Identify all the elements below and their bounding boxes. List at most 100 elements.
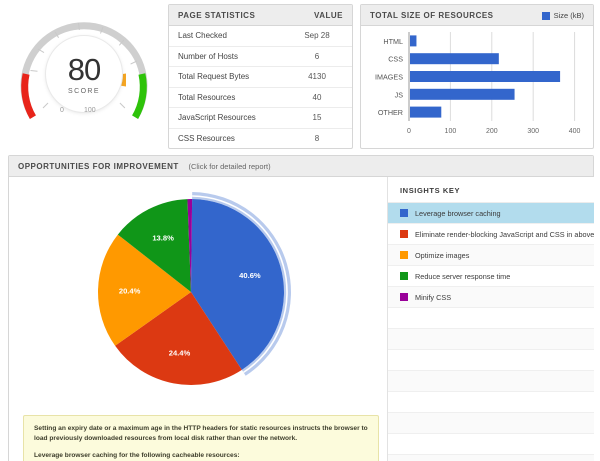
bar-images[interactable] [410,71,561,82]
insights-key-title: INSIGHTS KEY [388,177,594,203]
bar-chart-svg: HTML CSS IMAGES JS OTHER 0 100 200 300 400 [375,32,581,135]
insights-item-reduce-server-response-time[interactable]: Reduce server response time [388,266,594,287]
insights-empty-row [388,434,594,455]
legend-label: Size (kB) [553,11,584,20]
pie-slice-label: 20.4% [119,286,141,295]
legend-swatch-icon [400,230,408,238]
stat-name: JavaScript Resources [178,113,256,123]
bar-category-label: IMAGES [375,73,403,82]
x-axis-tick-label: 300 [527,128,539,135]
bar-category-label: JS [395,90,404,99]
gauge-score-value: 80 [67,51,101,87]
pie-slice-3[interactable] [98,234,191,346]
insights-item-label: Reduce server response time [415,271,511,281]
bar-other[interactable] [410,106,442,118]
table-row: CSS Resources 8 [169,129,352,150]
insights-item-eliminate-render-blocking[interactable]: Eliminate render-blocking JavaScript and… [388,224,594,245]
detail-note-box: Setting an expiry date or a maximum age … [23,415,379,461]
stat-name: Last Checked [178,31,227,41]
insights-item-label: Leverage browser caching [415,208,501,218]
opportunities-title: OPPORTUNITIES FOR IMPROVEMENT [18,162,179,171]
page-statistics-header: PAGE STATISTICS VALUE [169,5,352,26]
bar-html[interactable] [410,35,417,47]
bar-chart-legend: Size (kB) [541,11,584,20]
page-statistics-panel: PAGE STATISTICS VALUE Last Checked Sep 2… [168,4,353,149]
bar-css[interactable] [410,53,499,65]
stat-value: 6 [314,51,320,61]
table-row: Total Request Bytes 4130 [169,67,352,88]
x-axis-tick-label: 100 [445,128,457,135]
pie-slice-1[interactable] [191,199,284,370]
insights-empty-row [388,392,594,413]
stat-value: 40 [312,92,322,102]
insights-item-minify-css[interactable]: Minify CSS [388,287,594,308]
pie-slice-label: 40.6% [239,271,261,280]
stat-name: Total Resources [178,92,236,102]
bar-category-label: OTHER [378,108,403,117]
bar-category-label: HTML [383,37,403,46]
legend-swatch-icon [400,251,408,259]
table-row: Last Checked Sep 28 [169,26,352,47]
opportunities-body: 40.6% 24.4% 20.4% 13.8% Setting an expiry d… [9,177,594,461]
page-statistics-value-header: VALUE [313,11,343,20]
table-row: Total Resources 40 [169,88,352,108]
bar-chart-header: TOTAL SIZE OF RESOURCES Size (kB) [361,5,593,26]
insights-item-leverage-browser-caching[interactable]: Leverage browser caching [388,203,594,224]
note-paragraph-2: Leverage browser caching for the followi… [34,452,240,460]
score-gauge: 80 SCORE 0 100 [8,4,160,149]
pie-slice-label: 24.4% [169,348,191,357]
stat-name: CSS Resources [178,134,235,144]
gauge-center-dial: 80 SCORE [46,36,122,112]
opportunities-title-wrap: OPPORTUNITIES FOR IMPROVEMENT (Click for… [18,162,271,171]
stat-name: Total Request Bytes [178,72,250,82]
x-axis-tick-label: 0 [407,128,411,135]
bar-chart-plot: HTML CSS IMAGES JS OTHER 0 100 200 300 400 [361,26,593,145]
pie-slice-4[interactable] [117,199,191,292]
legend-swatch-icon [400,209,408,217]
insights-empty-row [388,308,594,329]
x-axis-tick-label: 400 [569,128,581,135]
insights-item-optimize-images[interactable]: Optimize images [388,245,594,266]
bar-category-label: CSS [388,55,403,64]
insights-empty-row [388,413,594,434]
page-statistics-title: PAGE STATISTICS [178,11,256,20]
pie-slice-label: 13.8% [152,233,174,242]
score-gauge-panel: 80 SCORE 0 100 [8,4,160,149]
x-axis-tick-label: 200 [486,128,498,135]
insights-item-label: Eliminate render-blocking JavaScript and… [415,229,594,239]
stat-value: Sep 28 [304,31,330,41]
insights-empty-rows [388,308,594,461]
table-row: Number of Hosts 6 [169,47,352,67]
pie-slice-2[interactable] [115,292,242,385]
opportunities-pie-chart[interactable]: 40.6% 24.4% 20.4% 13.8% [9,177,387,412]
legend-swatch-icon [400,272,408,280]
gauge-score-caption: SCORE [68,87,100,95]
stat-value: 8 [314,134,320,144]
bar-chart-title: TOTAL SIZE OF RESOURCES [370,11,494,20]
stat-name: Number of Hosts [178,51,239,61]
opportunities-header[interactable]: OPPORTUNITIES FOR IMPROVEMENT (Click for… [9,156,593,177]
opportunities-subtitle: (Click for detailed report) [188,162,271,171]
insights-item-label: Minify CSS [415,292,452,302]
opportunities-panel: OPPORTUNITIES FOR IMPROVEMENT (Click for… [8,155,594,461]
bar-js[interactable] [410,88,515,100]
pie-slice-5[interactable] [187,199,193,292]
insights-key-panel: INSIGHTS KEY Leverage browser caching El… [387,177,594,461]
insights-empty-row [388,455,594,461]
pie-chart-svg[interactable]: 40.6% 24.4% 20.4% 13.8% [9,177,387,412]
gauge-min-label: 0 [60,107,64,114]
gauge-max-label: 100 [84,107,96,114]
insights-item-label: Optimize images [415,250,470,260]
page-statistics-body: Last Checked Sep 28 Number of Hosts 6 To… [169,26,352,149]
stat-value: 4130 [308,72,326,82]
pie-slice-highlight-gap [192,195,288,374]
stat-value: 15 [312,113,322,123]
total-size-of-resources-panel: TOTAL SIZE OF RESOURCES Size (kB) HTML CS… [360,4,594,149]
table-row: JavaScript Resources 15 [169,108,352,129]
insights-empty-row [388,371,594,392]
insights-empty-row [388,329,594,350]
note-paragraph-1: Setting an expiry date or a maximum age … [34,425,368,443]
legend-swatch-icon [400,293,408,301]
insights-empty-row [388,350,594,371]
